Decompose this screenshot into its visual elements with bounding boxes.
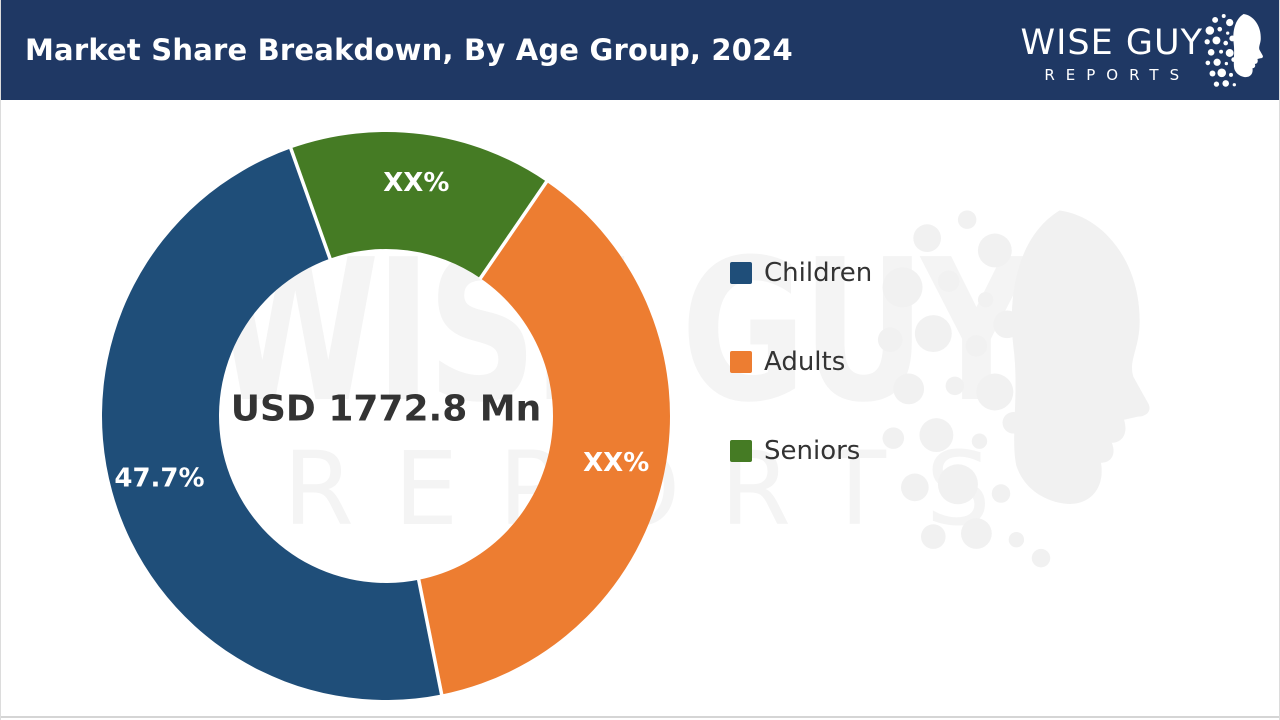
legend-item-children: Children [730,258,872,288]
logo-reports-text: REPORTS [1044,65,1191,84]
logo: WISE GUY REPORTS [1020,10,1265,96]
slice-children [102,148,442,700]
legend-swatch-adults [730,351,752,373]
logo-text: WISE GUY REPORTS [1020,23,1203,84]
logo-wiseguy-text: WISE GUY [1020,22,1203,63]
header: Market Share Breakdown, By Age Group, 20… [1,0,1279,100]
logo-head-profile-icon [1204,13,1263,87]
legend-item-adults: Adults [730,347,845,377]
slice-separator [288,146,333,261]
legend-swatch-seniors [730,440,752,462]
legend-label-children: Children [764,258,873,288]
slice-label-seniors: XX% [383,168,449,198]
page-bottom-border [1,716,1279,718]
legend-item-seniors: Seniors [730,436,860,466]
slice-separator [478,179,549,281]
slice-label-adults: XX% [583,448,649,478]
slice-seniors [290,132,547,279]
slice-separator [416,578,444,696]
legend-label-seniors: Seniors [764,436,861,466]
legend-label-adults: Adults [764,347,846,377]
slice-label-children: 47.7% [114,464,204,494]
watermark-head-profile-icon [877,210,1150,568]
legend-swatch-children [730,262,752,284]
slice-adults [418,181,670,695]
donut-chart: USD 1772.8 Mn 47.7% XX% XX% [102,132,670,700]
chart-center-value: USD 1772.8 Mn [231,389,541,430]
page-title: Market Share Breakdown, By Age Group, 20… [25,33,793,67]
